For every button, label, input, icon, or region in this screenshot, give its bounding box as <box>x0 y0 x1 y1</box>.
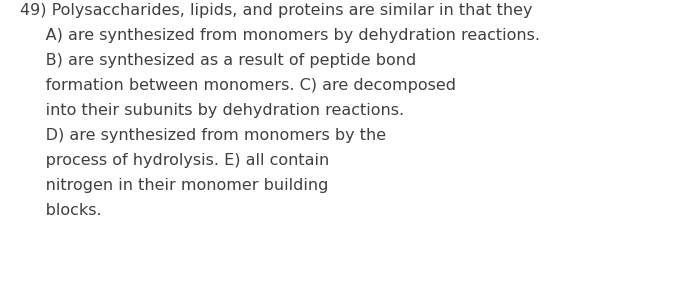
Text: formation between monomers. C) are decomposed: formation between monomers. C) are decom… <box>20 78 456 93</box>
Text: B) are synthesized as a result of peptide bond: B) are synthesized as a result of peptid… <box>20 53 416 68</box>
Text: into their subunits by dehydration reactions.: into their subunits by dehydration react… <box>20 103 404 118</box>
Text: 49) Polysaccharides, lipids, and proteins are similar in that they: 49) Polysaccharides, lipids, and protein… <box>20 3 533 18</box>
Text: process of hydrolysis. E) all contain: process of hydrolysis. E) all contain <box>20 153 329 168</box>
Text: blocks.: blocks. <box>20 203 101 218</box>
Text: A) are synthesized from monomers by dehydration reactions.: A) are synthesized from monomers by dehy… <box>20 28 540 43</box>
Text: nitrogen in their monomer building: nitrogen in their monomer building <box>20 178 328 193</box>
Text: D) are synthesized from monomers by the: D) are synthesized from monomers by the <box>20 128 386 143</box>
